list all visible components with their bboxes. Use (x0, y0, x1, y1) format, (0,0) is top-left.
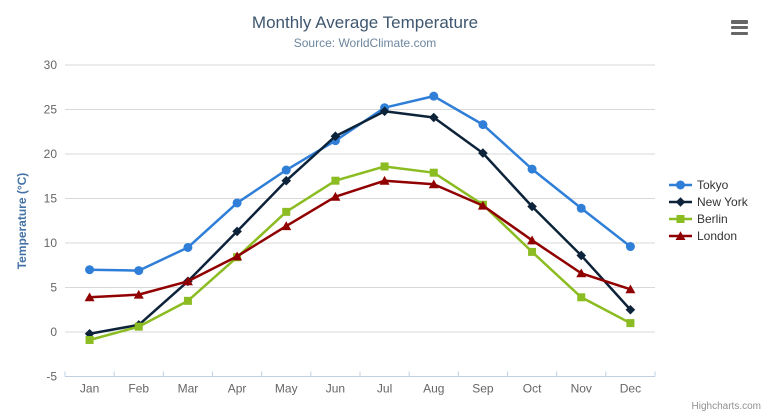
x-axis-tick-label: Sep (472, 382, 494, 396)
data-point-london[interactable] (330, 191, 341, 201)
legend-symbol-london[interactable] (675, 230, 686, 240)
data-point-new-york[interactable] (478, 148, 488, 158)
x-axis-tick-label: Oct (523, 382, 542, 396)
data-point-tokyo[interactable] (232, 198, 242, 208)
chart-subtitle: Source: WorldClimate.com (293, 36, 437, 50)
data-point-new-york[interactable] (527, 201, 537, 212)
x-axis-tick-label: Jan (80, 382, 99, 396)
data-point-london[interactable] (232, 251, 243, 261)
series-berlin (85, 162, 635, 345)
x-axis-tick-label: Nov (571, 382, 592, 396)
hamburger-icon (731, 20, 748, 24)
data-point-new-york[interactable] (625, 304, 636, 315)
x-axis-tick-label: Mar (178, 382, 199, 396)
data-point-berlin[interactable] (183, 296, 192, 305)
data-point-berlin[interactable] (577, 293, 586, 302)
data-point-new-york[interactable] (576, 250, 587, 261)
y-axis-tick-label: -5 (46, 370, 57, 384)
data-point-berlin[interactable] (331, 176, 340, 185)
series-line-berlin (89, 165, 631, 342)
data-point-london[interactable] (625, 284, 636, 294)
data-point-berlin[interactable] (380, 162, 389, 171)
legend-item-new-york[interactable]: New York (669, 193, 748, 210)
series-london (84, 175, 636, 302)
series-tokyo (85, 91, 635, 276)
x-axis-tick-label: Apr (228, 382, 247, 396)
data-point-berlin[interactable] (429, 168, 438, 177)
series-line-london (89, 179, 631, 299)
data-point-new-york[interactable] (281, 175, 292, 186)
legend-marker-triangle-icon (669, 230, 692, 240)
hamburger-icon (731, 31, 748, 35)
y-axis-tick-label: 20 (44, 147, 58, 161)
data-point-london[interactable] (527, 235, 538, 245)
legend-symbol-new-york[interactable] (675, 196, 686, 207)
x-axis-tick-label: Dec (620, 382, 641, 396)
data-point-new-york[interactable] (428, 112, 439, 123)
data-point-tokyo[interactable] (576, 203, 586, 213)
data-point-tokyo[interactable] (527, 164, 537, 174)
data-point-london[interactable] (281, 221, 292, 231)
series-new-york (84, 106, 636, 339)
data-point-tokyo[interactable] (625, 242, 635, 252)
legend-item-london[interactable]: London (669, 227, 748, 244)
x-axis-tick-label: May (275, 382, 298, 396)
data-point-tokyo[interactable] (478, 120, 488, 130)
hamburger-icon (731, 25, 748, 30)
legend-label: Tokyo (697, 177, 729, 192)
y-axis-title: Temperature (°C) (15, 173, 29, 270)
y-axis-tick-label: 25 (44, 103, 58, 117)
data-point-berlin[interactable] (626, 319, 635, 328)
series-line-new-york (89, 110, 632, 336)
x-axis-tick-label: Feb (128, 382, 149, 396)
data-point-berlin[interactable] (528, 247, 537, 256)
data-point-berlin[interactable] (282, 207, 291, 216)
data-point-new-york[interactable] (232, 226, 242, 237)
data-point-tokyo[interactable] (85, 265, 95, 275)
data-point-new-york[interactable] (330, 131, 341, 141)
x-axis-tick-label: Aug (423, 382, 444, 396)
data-point-tokyo[interactable] (281, 165, 291, 175)
legend-marker-diamond-icon (669, 196, 692, 207)
data-point-tokyo[interactable] (183, 242, 193, 252)
data-point-london[interactable] (576, 268, 587, 278)
y-axis-tick-label: 15 (44, 192, 58, 206)
export-menu-button[interactable] (731, 20, 748, 35)
x-axis-tick-label: Jul (377, 382, 392, 396)
y-axis-tick-label: 5 (50, 281, 57, 295)
data-point-berlin[interactable] (134, 322, 143, 331)
legend-label: Berlin (697, 211, 728, 226)
data-point-new-york[interactable] (379, 106, 390, 117)
data-point-london[interactable] (133, 289, 144, 299)
y-axis-tick-label: 0 (50, 325, 57, 339)
data-point-tokyo[interactable] (134, 266, 144, 276)
data-point-london[interactable] (428, 179, 439, 189)
series-line-tokyo (89, 94, 632, 272)
legend-marker-circle-icon (669, 180, 692, 189)
legend-label: London (697, 228, 738, 243)
data-point-london[interactable] (182, 276, 193, 286)
credits-link[interactable]: Highcharts.com (691, 401, 761, 412)
legend-item-berlin[interactable]: Berlin (669, 210, 748, 227)
y-axis-tick-label: 30 (44, 58, 58, 72)
data-point-berlin[interactable] (85, 336, 94, 345)
legend-symbol-berlin[interactable] (676, 214, 685, 223)
legend-item-tokyo[interactable]: Tokyo (669, 176, 748, 193)
y-axis-tick-label: 10 (44, 236, 58, 250)
data-point-tokyo[interactable] (429, 91, 439, 101)
data-point-london[interactable] (477, 200, 488, 210)
data-point-london[interactable] (379, 175, 390, 185)
legend-marker-square-icon (669, 214, 692, 223)
legend-label: New York (697, 194, 748, 209)
chart-title: Monthly Average Temperature (251, 13, 479, 32)
data-point-london[interactable] (84, 292, 95, 302)
legend: Tokyo New York Berlin London (669, 176, 748, 244)
legend-symbol-tokyo[interactable] (676, 180, 685, 189)
x-axis-tick-label: Jun (326, 382, 345, 396)
